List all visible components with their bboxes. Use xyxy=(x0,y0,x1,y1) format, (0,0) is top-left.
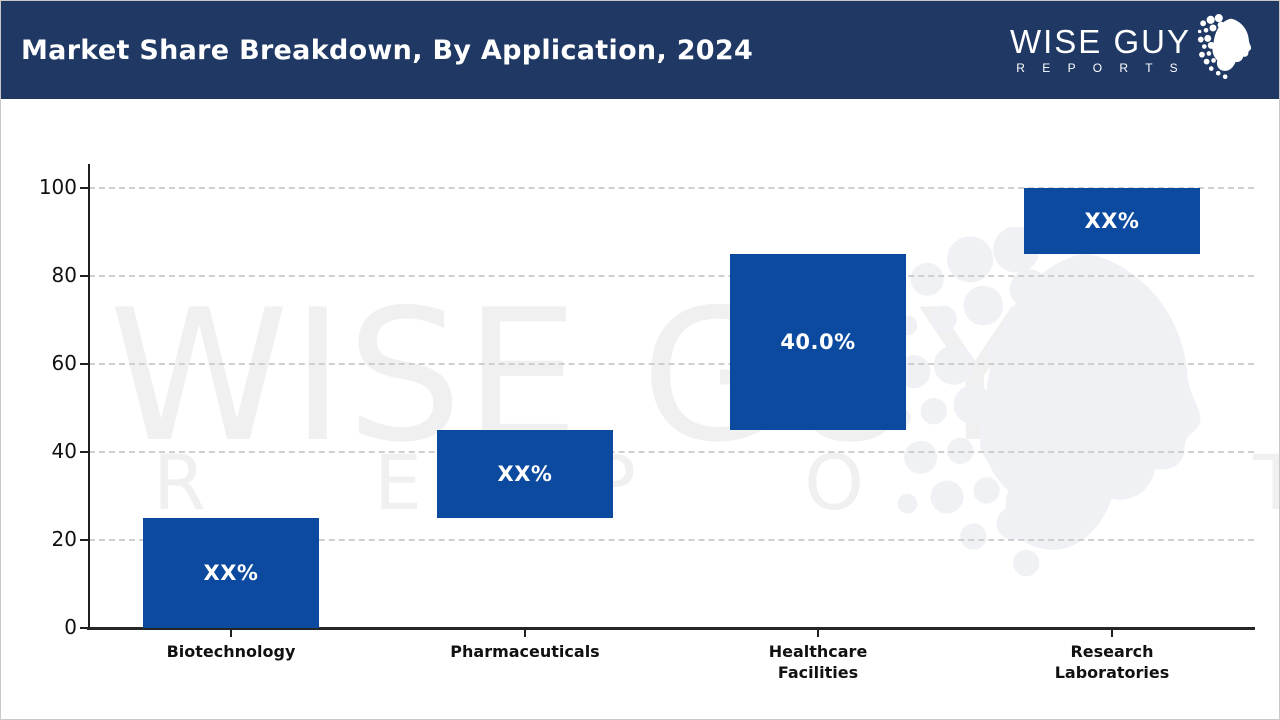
logo-face-icon xyxy=(1197,14,1252,79)
category-label-pharmaceuticals: Pharmaceuticals xyxy=(450,642,600,661)
wiseguy-logo: WISE GUY R E P O R T S xyxy=(1010,13,1253,87)
gridline-40 xyxy=(89,451,1254,453)
y-tick-label-20: 20 xyxy=(51,527,77,551)
gridline-80 xyxy=(89,275,1254,277)
y-tick-mark-80 xyxy=(80,275,89,277)
y-tick-label-80: 80 xyxy=(51,263,77,287)
x-tick-mark-biotechnology xyxy=(230,630,232,637)
y-tick-mark-40 xyxy=(80,451,89,453)
bar-biotechnology: XX% xyxy=(143,518,319,628)
watermark-face-icon xyxy=(890,227,1201,577)
category-label-research-laboratories: Research Laboratories xyxy=(1054,642,1170,682)
y-tick-mark-60 xyxy=(80,363,89,365)
bar-value-label-healthcare-facilities: 40.0% xyxy=(780,330,856,354)
y-tick-mark-0 xyxy=(80,627,89,629)
y-axis xyxy=(88,164,90,630)
page-title: Market Share Breakdown, By Application, … xyxy=(21,34,754,66)
gridline-60 xyxy=(89,363,1254,365)
bar-value-label-research-laboratories: XX% xyxy=(1084,209,1140,233)
x-tick-mark-pharmaceuticals xyxy=(524,630,526,637)
y-tick-label-40: 40 xyxy=(51,439,77,463)
chart-area: WISE GUY R E P O R T S 020406080100XX%Bi… xyxy=(1,99,1279,719)
y-tick-label-100: 100 xyxy=(38,175,77,199)
bar-pharmaceuticals: XX% xyxy=(437,430,613,518)
bar-value-label-pharmaceuticals: XX% xyxy=(497,462,553,486)
category-label-biotechnology: Biotechnology xyxy=(166,642,296,661)
y-tick-mark-20 xyxy=(80,539,89,541)
bar-healthcare-facilities: 40.0% xyxy=(730,254,906,430)
header: Market Share Breakdown, By Application, … xyxy=(1,1,1279,99)
x-tick-mark-research-laboratories xyxy=(1111,630,1113,637)
gridline-20 xyxy=(89,539,1254,541)
plot: 0 20 40 60 80 100 XX% Biotechnology XX% Pharmaceu… xyxy=(1,99,1279,719)
y-tick-label-60: 60 xyxy=(51,351,77,375)
logo-subtitle: R E P O R T S xyxy=(1016,60,1185,75)
category-label-healthcare-facilities: Healthcare Facilities xyxy=(768,642,868,682)
x-axis xyxy=(87,627,1255,630)
bar-research-laboratories: XX% xyxy=(1024,188,1200,254)
y-tick-mark-100 xyxy=(80,187,89,189)
gridline-100 xyxy=(89,187,1254,189)
logo-text: WISE GUY R E P O R T S xyxy=(1010,25,1191,75)
logo-wordmark: WISE GUY xyxy=(1009,23,1191,61)
x-tick-mark-healthcare-facilities xyxy=(817,630,819,637)
bar-value-label-biotechnology: XX% xyxy=(203,561,259,585)
y-tick-label-0: 0 xyxy=(64,615,77,639)
